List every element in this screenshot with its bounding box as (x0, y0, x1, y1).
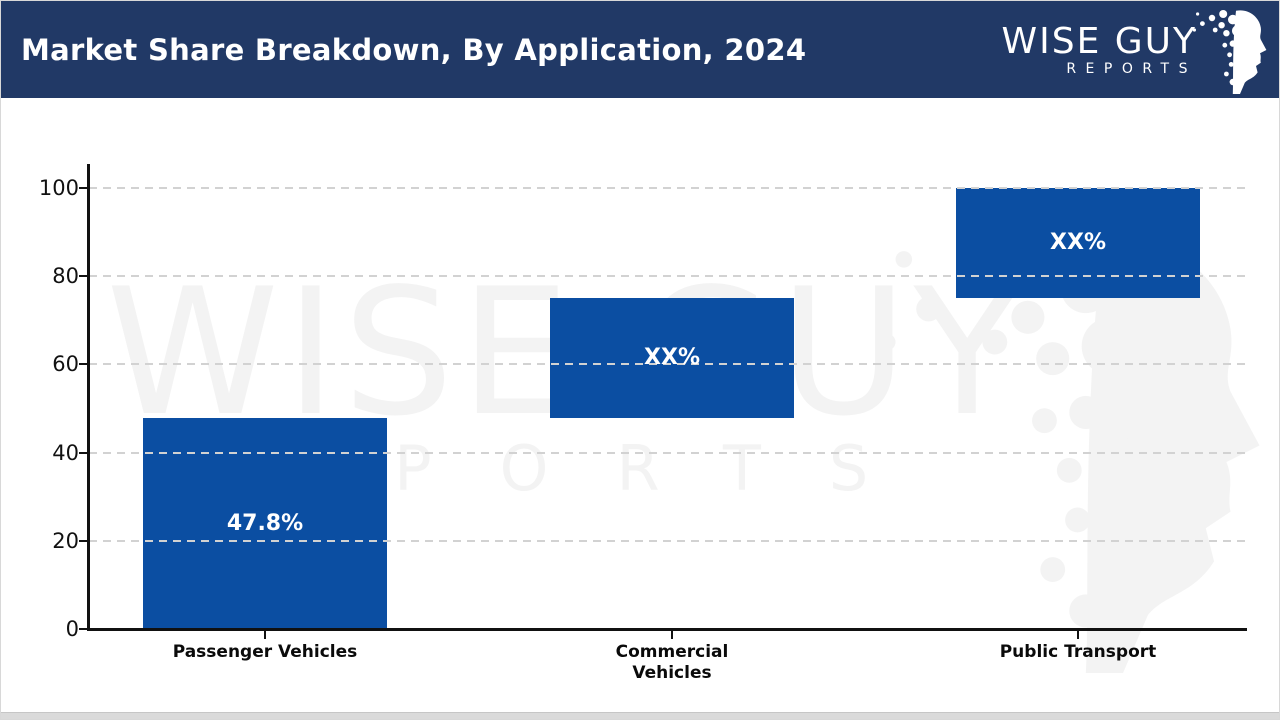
y-tick-mark (79, 187, 88, 189)
y-tick-label: 20 (52, 528, 79, 553)
gridline (89, 187, 1247, 189)
x-tick-mark (671, 631, 673, 639)
plot-area: WISE GUY REPORTS 0 20 40 60 80 100 47.8% Passen… (1, 98, 1279, 714)
x-category-label: Public Transport (999, 642, 1157, 662)
y-tick-label: 80 (52, 264, 79, 289)
y-tick-mark (79, 451, 88, 454)
y-tick-mark (79, 628, 88, 630)
y-tick-label: 100 (38, 176, 79, 200)
y-axis-line (87, 164, 90, 631)
bar-value-label: 47.8% (226, 510, 304, 536)
logo-subtitle: REPORTS (1066, 61, 1197, 78)
gridline (89, 539, 1247, 542)
y-tick-label: 40 (52, 440, 79, 465)
logo-wordmark: WISE GUY (1001, 20, 1197, 62)
x-category-label: Commercial Vehicles (615, 642, 729, 683)
logo-text: WISE GUY REPORTS (1001, 20, 1198, 78)
y-tick-mark (79, 275, 88, 278)
page-title: Market Share Breakdown, By Application, … (21, 32, 807, 67)
dotted-head-logo-icon (1192, 10, 1267, 94)
gridline (89, 275, 1247, 278)
wise-guy-reports-logo: WISE GUY REPORTS (1002, 5, 1272, 95)
x-category-label: Passenger Vehicles (172, 642, 358, 662)
gridline (89, 451, 1247, 454)
header-bar: Market Share Breakdown, By Application, … (1, 1, 1279, 98)
y-tick-label: 60 (52, 352, 79, 377)
y-tick-mark (79, 539, 88, 542)
x-axis-line (87, 628, 1247, 631)
x-tick-mark (1077, 631, 1079, 639)
y-tick-label: 0 (65, 617, 79, 641)
gridline (89, 363, 1247, 366)
bar-value-label: XX% (644, 345, 700, 371)
footer-strip (1, 712, 1279, 719)
bar-value-label: XX% (1050, 230, 1106, 256)
waterfall-bar (550, 298, 794, 419)
x-tick-mark (264, 631, 266, 639)
y-tick-mark (79, 363, 88, 366)
